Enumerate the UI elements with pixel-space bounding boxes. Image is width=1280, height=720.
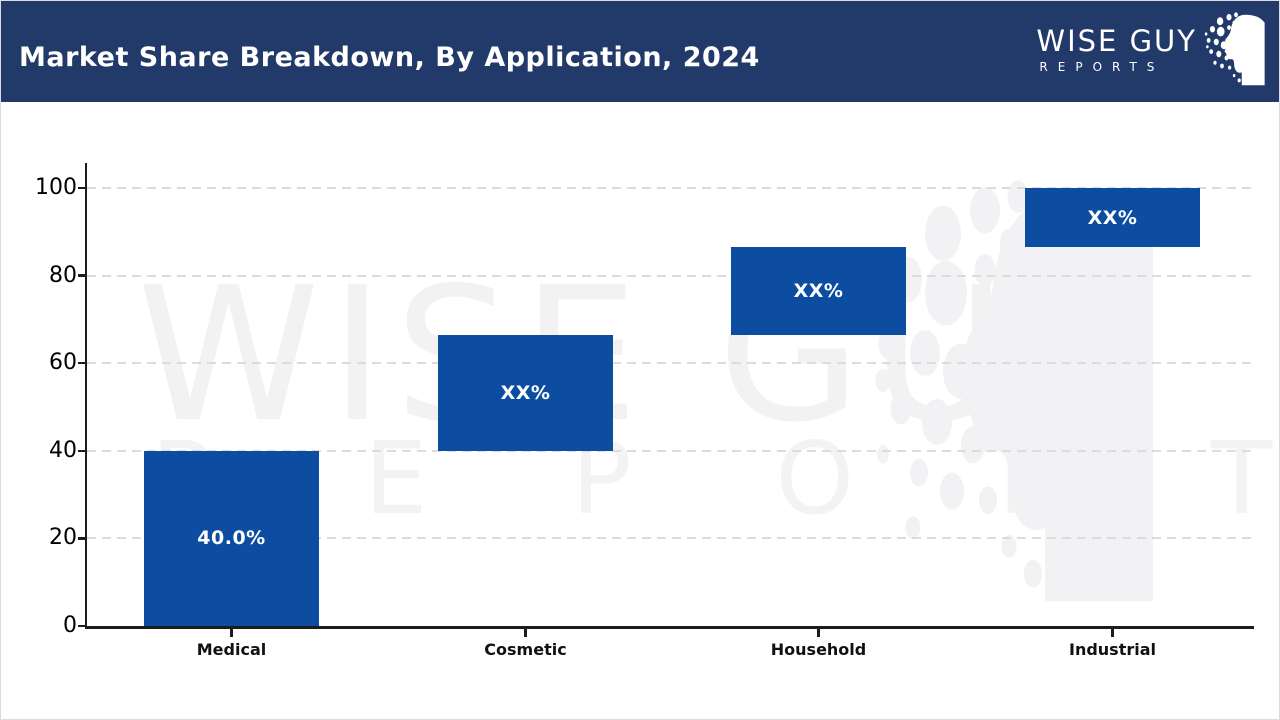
gridline-100 [87,187,1254,189]
gridline-20 [87,537,1254,540]
category-label-medical: Medical [196,640,267,659]
bar-value-label: XX% [1087,206,1138,229]
y-tick-label: 60 [49,350,77,376]
y-tick-label: 80 [49,262,77,288]
x-tick-household [817,628,820,637]
category-label-household: Household [770,640,867,659]
y-tick-label: 20 [49,525,77,551]
y-tick-40 [78,449,86,453]
gridline-60 [87,362,1254,365]
logo-line1: WISE GUY [1036,24,1197,59]
bar-cosmetic: XX% [438,334,613,451]
logo-line2: REPORTS [1039,59,1165,74]
bar-value-label: XX% [500,381,551,404]
gridline-80 [87,274,1254,277]
y-axis-line [84,163,87,629]
header-banner: Market Share Breakdown, By Application, … [1,1,1279,102]
bar-medical: 40.0% [144,450,319,626]
x-axis-line [84,626,1254,629]
y-tick-80 [78,274,86,277]
logo-face-icon [1204,12,1265,86]
gridline-40 [87,449,1254,452]
category-label-cosmetic: Cosmetic [484,640,567,659]
brand-logo: WISE GUY REPORTS [1036,10,1271,90]
bar-household: XX% [731,247,906,335]
bar-industrial: XX% [1025,188,1200,248]
y-tick-label: 40 [49,437,77,463]
x-tick-industrial [1111,628,1114,637]
x-tick-medical [230,628,233,637]
bar-value-label: 40.0% [197,527,266,550]
plot-area: 0 20 40 60 80 100 40.0% Medical XX% Cosmetic XX% Ho… [1,102,1279,719]
logo-wordmark: WISE GUY REPORTS [1036,24,1197,74]
y-tick-100 [78,186,86,190]
y-tick-20 [78,537,86,540]
x-tick-cosmetic [524,628,527,637]
page-title: Market Share Breakdown, By Application, … [19,42,760,73]
y-tick-label: 0 [63,613,77,638]
category-label-industrial: Industrial [1068,640,1156,659]
y-tick-0 [78,624,86,628]
y-tick-60 [78,361,86,365]
bar-value-label: XX% [793,279,844,302]
y-tick-label: 100 [35,175,77,200]
